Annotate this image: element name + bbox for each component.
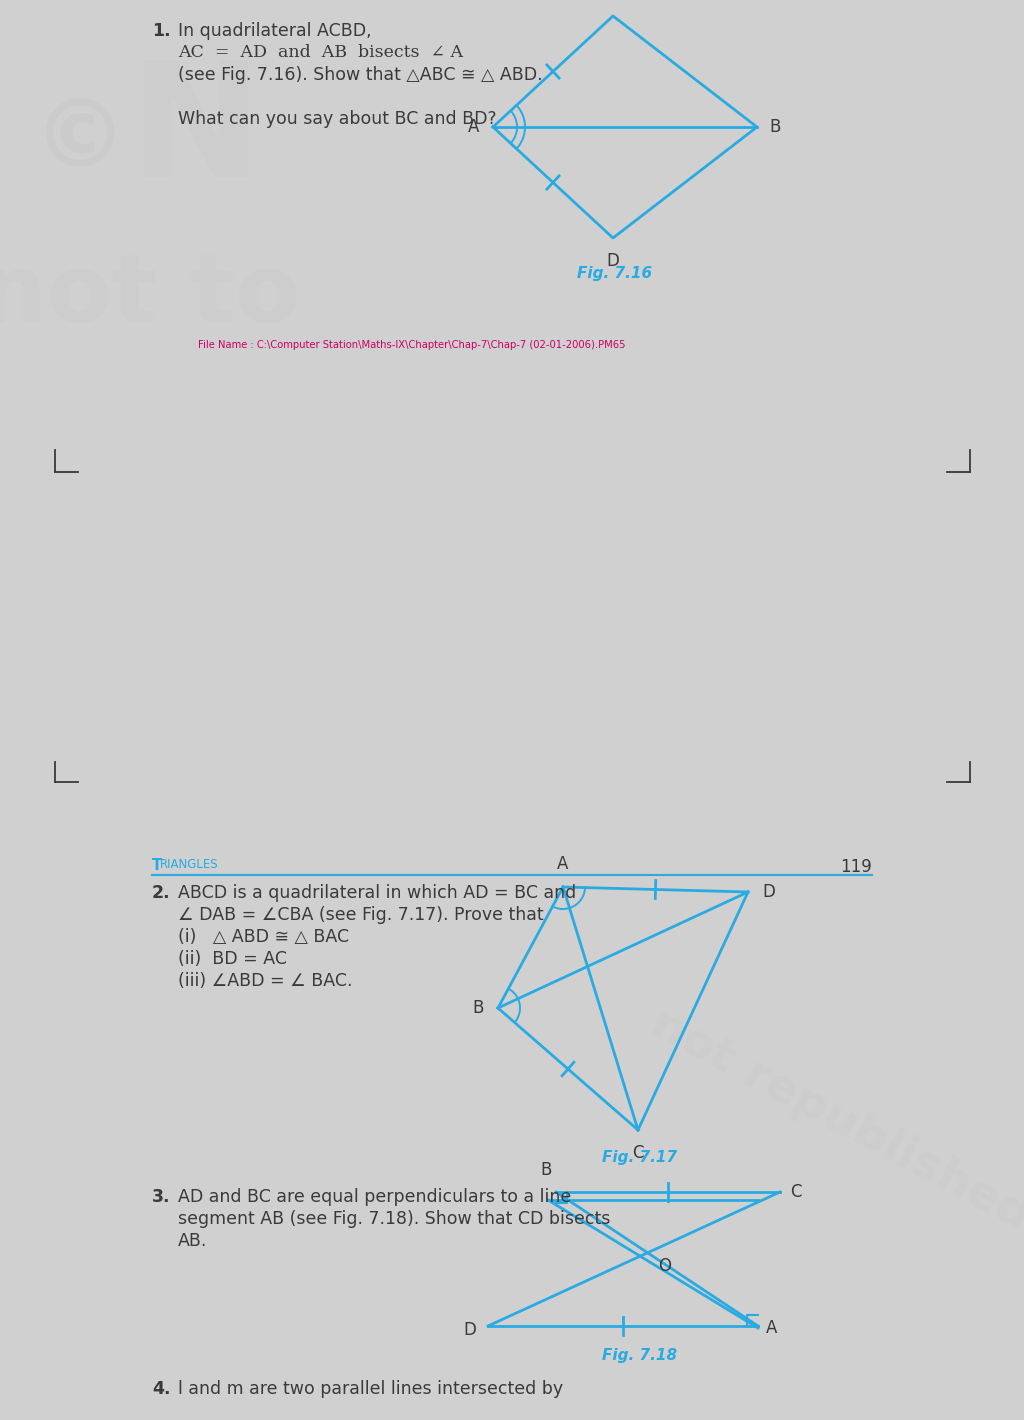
- Text: D: D: [463, 1321, 476, 1339]
- Text: AC  =  AD  and  AB  bisects  ∠ A: AC = AD and AB bisects ∠ A: [178, 44, 463, 61]
- Text: B: B: [541, 1162, 552, 1179]
- Text: (ii)  BD = AC: (ii) BD = AC: [178, 950, 287, 968]
- Text: A: A: [468, 118, 479, 136]
- Text: A: A: [766, 1319, 777, 1338]
- Text: ∠ DAB = ∠CBA (see Fig. 7.17). Prove that: ∠ DAB = ∠CBA (see Fig. 7.17). Prove that: [178, 906, 544, 924]
- Text: (see Fig. 7.16). Show that △ABC ≅ △ ABD.: (see Fig. 7.16). Show that △ABC ≅ △ ABD.: [178, 65, 543, 84]
- Text: not to: not to: [0, 250, 300, 342]
- Text: RIANGLES: RIANGLES: [160, 858, 219, 870]
- Text: not republished: not republished: [643, 1001, 1024, 1240]
- Text: O: O: [658, 1257, 671, 1275]
- Text: 1.: 1.: [152, 21, 171, 40]
- Text: (i)   △ ABD ≅ △ BAC: (i) △ ABD ≅ △ BAC: [178, 929, 349, 946]
- Text: In quadrilateral ACBD,: In quadrilateral ACBD,: [178, 21, 372, 40]
- Text: AB.: AB.: [178, 1233, 208, 1250]
- Text: C: C: [790, 1183, 802, 1201]
- Text: C: C: [607, 0, 618, 1]
- Text: Fig. 7.16: Fig. 7.16: [578, 266, 652, 281]
- Text: C: C: [632, 1145, 644, 1162]
- Text: 119: 119: [841, 858, 872, 876]
- Text: Fig. 7.17: Fig. 7.17: [602, 1150, 678, 1164]
- Text: segment AB (see Fig. 7.18). Show that CD bisects: segment AB (see Fig. 7.18). Show that CD…: [178, 1210, 610, 1228]
- Text: 2.: 2.: [152, 885, 171, 902]
- Text: Fig. 7.18: Fig. 7.18: [602, 1348, 678, 1363]
- Text: 4.: 4.: [152, 1380, 171, 1399]
- Text: B: B: [473, 1000, 484, 1017]
- Text: 3.: 3.: [152, 1189, 171, 1206]
- Text: l and m are two parallel lines intersected by: l and m are two parallel lines intersect…: [178, 1380, 563, 1399]
- Text: ABCD is a quadrilateral in which AD = BC and: ABCD is a quadrilateral in which AD = BC…: [178, 885, 577, 902]
- Text: (iii) ∠ABD = ∠ BAC.: (iii) ∠ABD = ∠ BAC.: [178, 973, 352, 990]
- Text: D: D: [762, 883, 775, 902]
- Text: T: T: [152, 858, 162, 873]
- Text: File Name : C:\Computer Station\Maths-IX\Chapter\Chap-7\Chap-7 (02-01-2006).PM65: File Name : C:\Computer Station\Maths-IX…: [199, 339, 626, 349]
- Text: N: N: [128, 55, 262, 210]
- Text: What can you say about BC and BD?: What can you say about BC and BD?: [178, 109, 497, 128]
- Text: B: B: [769, 118, 780, 136]
- Text: ©: ©: [33, 95, 127, 187]
- Text: AD and BC are equal perpendiculars to a line: AD and BC are equal perpendiculars to a …: [178, 1189, 571, 1206]
- Text: D: D: [606, 251, 620, 270]
- Text: A: A: [557, 855, 568, 873]
